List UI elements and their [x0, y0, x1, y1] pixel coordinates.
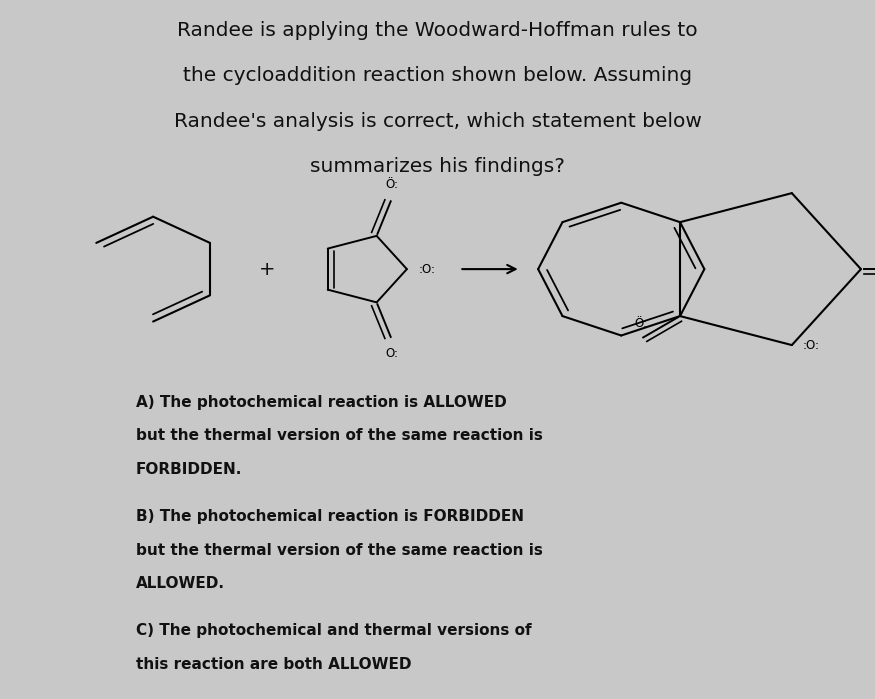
Text: ALLOWED.: ALLOWED.	[136, 576, 225, 591]
Text: B) The photochemical reaction is FORBIDDEN: B) The photochemical reaction is FORBIDD…	[136, 509, 523, 524]
Text: this reaction are both ALLOWED: this reaction are both ALLOWED	[136, 656, 411, 672]
Text: O:: O:	[385, 347, 398, 360]
Text: Randee's analysis is correct, which statement below: Randee's analysis is correct, which stat…	[173, 112, 702, 131]
Text: :O:: :O:	[802, 338, 819, 352]
Text: +: +	[259, 259, 275, 279]
Text: the cycloaddition reaction shown below. Assuming: the cycloaddition reaction shown below. …	[183, 66, 692, 85]
Text: :O:: :O:	[419, 263, 436, 275]
Text: but the thermal version of the same reaction is: but the thermal version of the same reac…	[136, 542, 542, 558]
Text: but the thermal version of the same reaction is: but the thermal version of the same reac…	[136, 428, 542, 443]
Text: FORBIDDEN.: FORBIDDEN.	[136, 462, 242, 477]
Text: summarizes his findings?: summarizes his findings?	[310, 157, 565, 176]
Text: C) The photochemical and thermal versions of: C) The photochemical and thermal version…	[136, 623, 531, 638]
Text: Ö:: Ö:	[385, 178, 398, 191]
Text: Ö:: Ö:	[634, 317, 648, 331]
Text: A) The photochemical reaction is ALLOWED: A) The photochemical reaction is ALLOWED	[136, 395, 507, 410]
Text: Randee is applying the Woodward-Hoffman rules to: Randee is applying the Woodward-Hoffman …	[177, 21, 698, 40]
